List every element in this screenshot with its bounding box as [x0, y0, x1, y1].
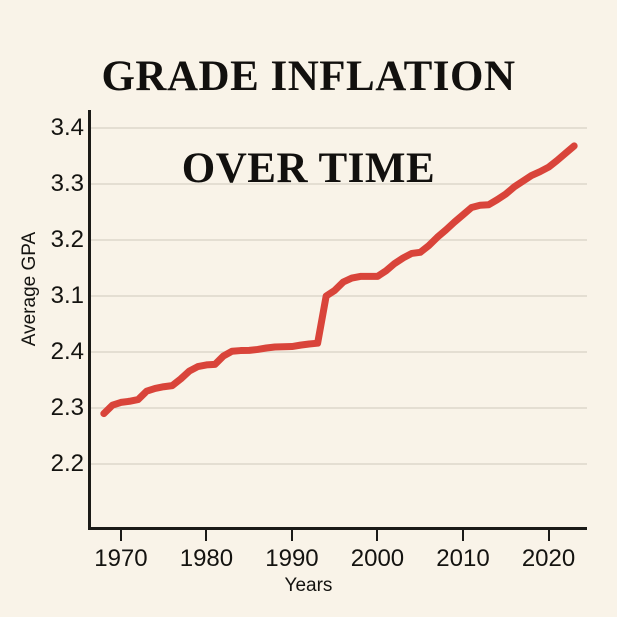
y-axis-tick-label: 3.1: [50, 282, 84, 309]
x-axis-tick-label: 1980: [179, 545, 234, 572]
page-title: GRADE INFLATION OVER TIME: [0, 8, 617, 192]
x-axis-tick-label: 2000: [350, 545, 405, 572]
y-axis-tick-label: 2.2: [50, 450, 84, 477]
x-axis-tick-label: 2010: [436, 545, 490, 572]
y-axis-title: Average GPA: [19, 231, 40, 347]
data-line-series: [100, 142, 578, 418]
y-axis-tick-label: 2.4: [50, 338, 84, 365]
gridlines: [91, 127, 587, 465]
x-axis-tick-mark: [119, 530, 122, 541]
x-axis-tick-label: 2020: [521, 545, 576, 572]
x-axis-tick-mark: [462, 530, 464, 541]
x-axis-tick-label: 1970: [94, 545, 148, 572]
x-axis-tick-mark: [290, 530, 293, 541]
x-axis-tick-mark: [376, 530, 379, 541]
x-axis-title: Years: [284, 575, 333, 596]
y-axis-tick-label: 3.3: [50, 170, 84, 197]
y-axis-tick-labels: 3.4 3.3 3.2 3.1 2.4 2.3 2.2: [8, 0, 84, 617]
chart-title-line-1: GRADE INFLATION: [101, 53, 516, 100]
x-axis-tick-mark: [205, 530, 208, 541]
x-axis-spine: [88, 527, 587, 530]
x-axis-tick-label: 1990: [265, 545, 319, 572]
plot-area: [91, 112, 587, 527]
y-axis-tick-label: 3.4: [50, 114, 84, 141]
line-path-average-gpa: [100, 142, 578, 418]
x-axis-tick-mark: [547, 530, 550, 541]
y-axis-tick-label: 2.3: [50, 394, 84, 421]
y-axis-tick-label: 3.2: [50, 226, 84, 253]
y-axis-spine: [88, 110, 91, 530]
